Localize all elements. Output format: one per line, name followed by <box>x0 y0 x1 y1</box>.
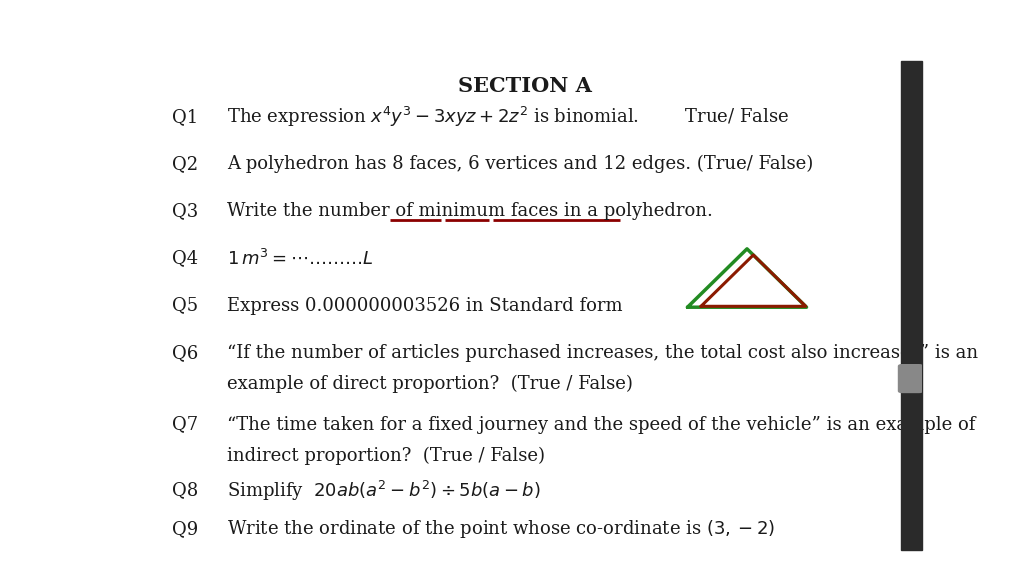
Text: Q4: Q4 <box>172 250 198 268</box>
Text: Q6: Q6 <box>172 344 198 362</box>
FancyBboxPatch shape <box>898 364 924 393</box>
Text: Write the number of minimum faces in a polyhedron.: Write the number of minimum faces in a p… <box>227 202 713 220</box>
Text: Q2: Q2 <box>172 155 198 173</box>
Text: Q3: Q3 <box>172 202 198 220</box>
Text: Q8: Q8 <box>172 482 198 500</box>
Text: Express 0.000000003526 in Standard form: Express 0.000000003526 in Standard form <box>227 297 623 315</box>
Bar <box>901 61 922 550</box>
Text: Q7: Q7 <box>172 416 198 434</box>
Text: Q9: Q9 <box>172 520 198 538</box>
Text: SECTION A: SECTION A <box>458 76 592 96</box>
Text: “The time taken for a fixed journey and the speed of the vehicle” is an example : “The time taken for a fixed journey and … <box>227 416 976 434</box>
Text: Q1: Q1 <box>172 108 198 126</box>
Text: Write the ordinate of the point whose co-ordinate is $(3, -2)$: Write the ordinate of the point whose co… <box>227 518 775 540</box>
Text: Q5: Q5 <box>172 297 198 315</box>
Text: “If the number of articles purchased increases, the total cost also increases” i: “If the number of articles purchased inc… <box>227 344 978 362</box>
Text: Simplify  $20ab(a^2 - b^2) \div 5b(a - b)$: Simplify $20ab(a^2 - b^2) \div 5b(a - b)… <box>227 479 541 503</box>
Text: The expression $x^4y^3 - 3xyz + 2z^2$ is binomial.        True/ False: The expression $x^4y^3 - 3xyz + 2z^2$ is… <box>227 105 790 129</box>
Text: $1\, m^3 = \cdots \ldots \ldots \ldots L$: $1\, m^3 = \cdots \ldots \ldots \ldots L… <box>227 248 374 269</box>
Text: example of direct proportion?  (True / False): example of direct proportion? (True / Fa… <box>227 375 633 394</box>
Text: A polyhedron has 8 faces, 6 vertices and 12 edges. (True/ False): A polyhedron has 8 faces, 6 vertices and… <box>227 155 813 173</box>
Text: indirect proportion?  (True / False): indirect proportion? (True / False) <box>227 447 545 465</box>
